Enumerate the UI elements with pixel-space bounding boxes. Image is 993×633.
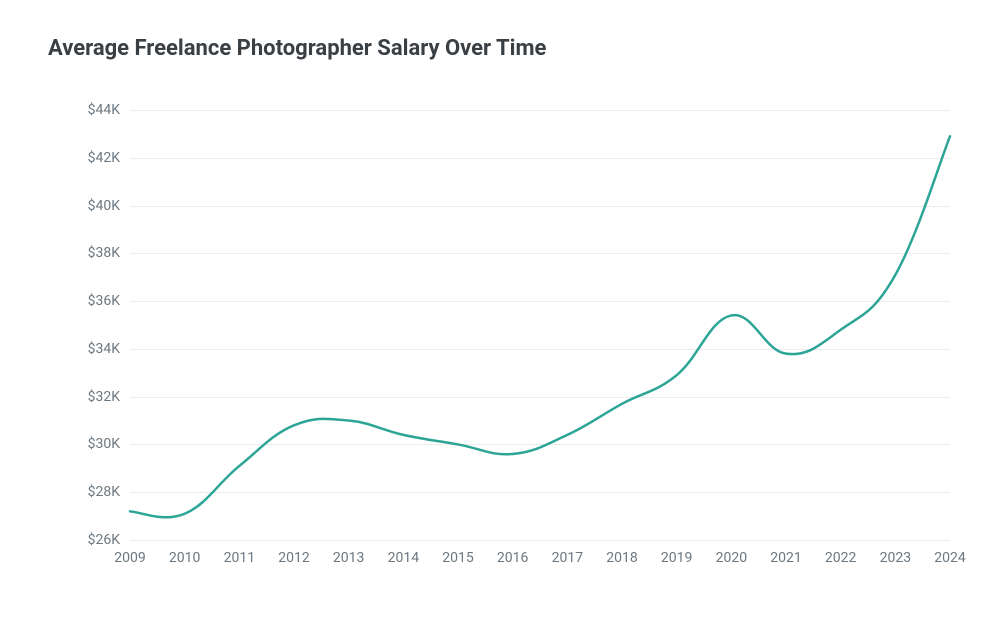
chart-area: $26K$28K$30K$32K$34K$36K$38K$40K$42K$44K… bbox=[0, 0, 993, 633]
salary-line-chart bbox=[0, 0, 993, 633]
salary-line bbox=[130, 136, 950, 517]
